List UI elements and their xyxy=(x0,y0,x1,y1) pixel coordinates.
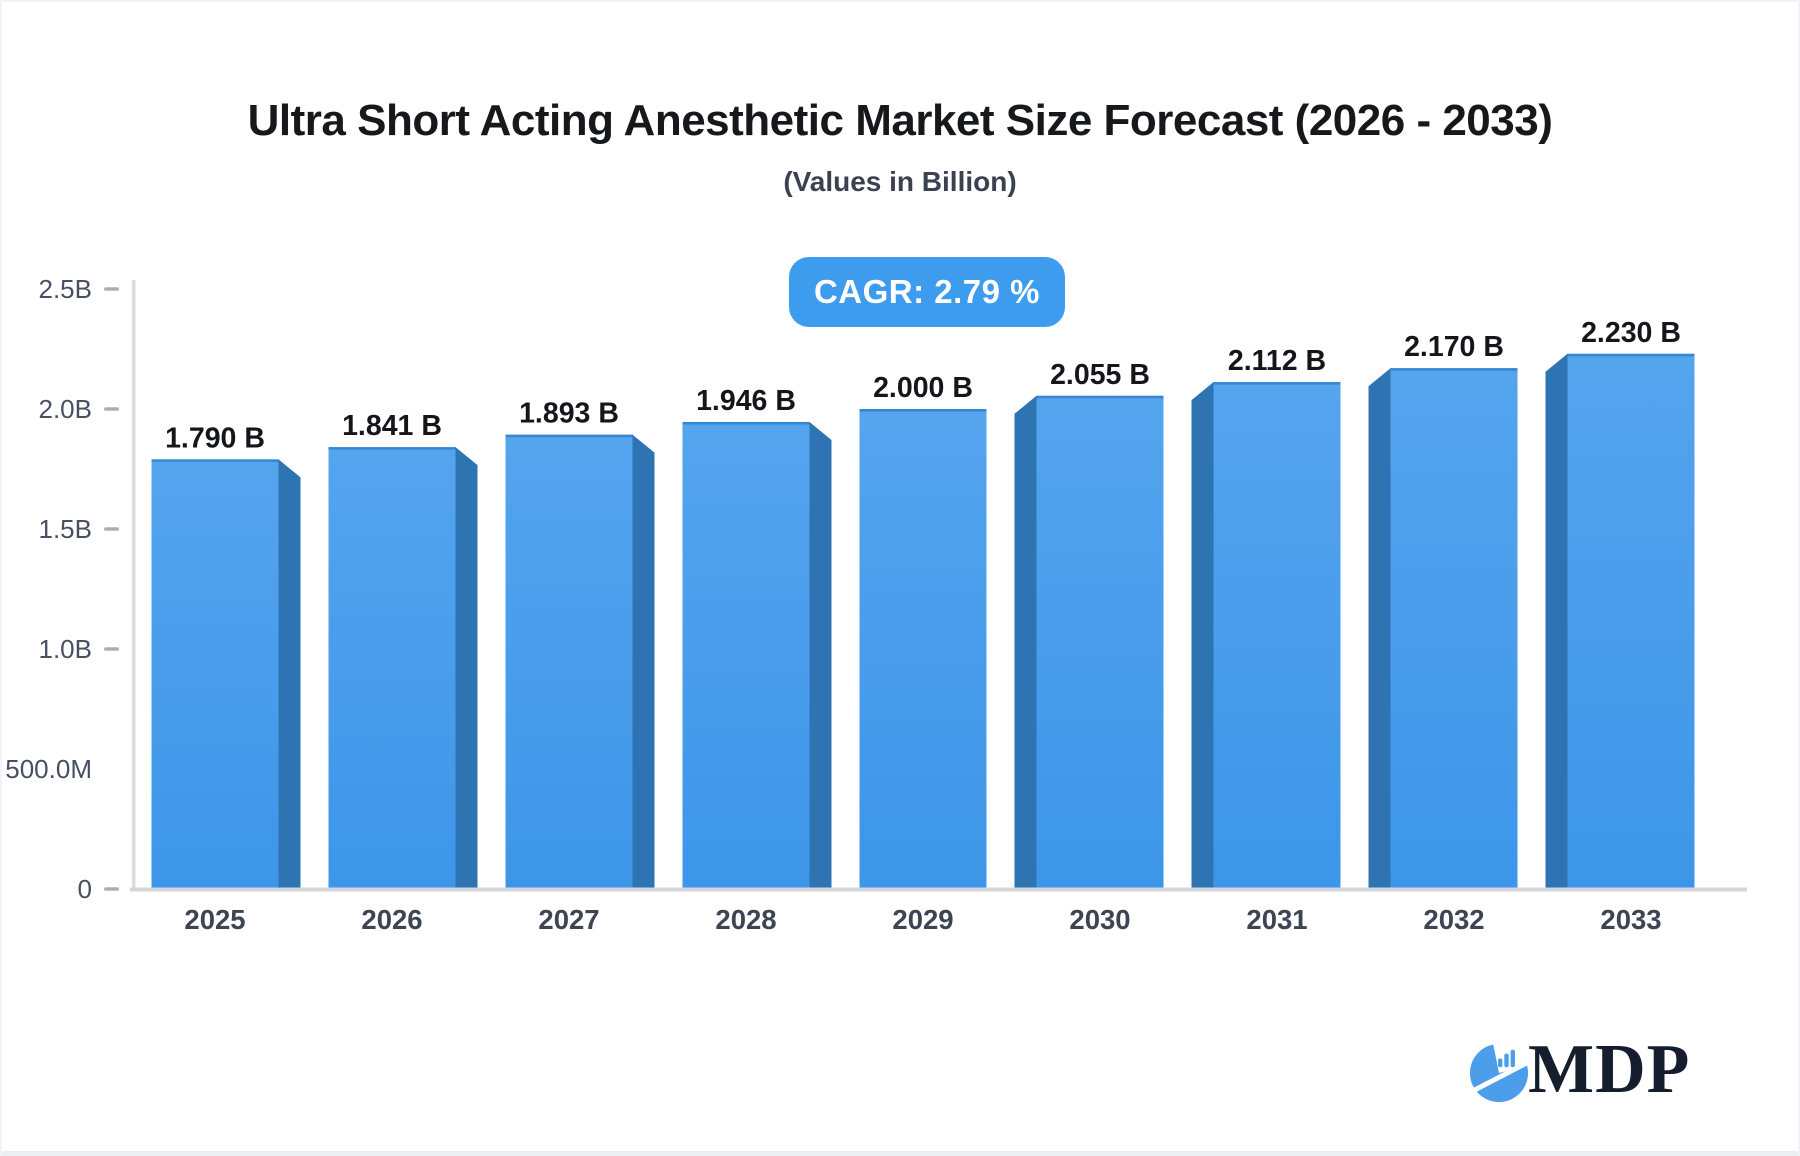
bar-top-edge xyxy=(328,447,456,450)
x-axis-label: 2029 xyxy=(892,904,953,935)
bar-value-label: 2.230 B xyxy=(1581,317,1681,349)
bar-side xyxy=(1368,368,1391,889)
bars: 1.790 B 1.841 B 1.893 B 1.946 B 2.000 B 2.055… xyxy=(151,317,1695,889)
bar-side xyxy=(632,434,655,889)
bar-2026: 1.841 B xyxy=(328,410,478,889)
cagr-badge: CAGR: 2.79 % xyxy=(789,257,1065,327)
pie-bar-chart-icon xyxy=(1469,1043,1529,1103)
y-axis-label: 2.0B xyxy=(39,394,93,424)
mdp-logo: MDP xyxy=(1468,1031,1691,1108)
bar-top-edge xyxy=(1213,382,1341,385)
x-axis-line xyxy=(130,887,1747,892)
y-axis-label: 0 xyxy=(78,874,92,904)
y-axis-line xyxy=(132,280,136,891)
bar-face xyxy=(505,434,633,889)
y-axis-label: 500.0M xyxy=(5,754,92,784)
y-axis: 2.5B 2.0B 1.5B 1.0B 500.0M 0 xyxy=(5,274,119,904)
bar-side xyxy=(809,421,832,889)
bar-top-edge xyxy=(151,459,279,462)
bar-top-edge xyxy=(1036,395,1164,399)
y-axis-label: 1.0B xyxy=(39,634,93,664)
x-axis-label: 2025 xyxy=(184,904,245,935)
y-tick-dash xyxy=(104,647,119,651)
bar-face xyxy=(1390,368,1518,889)
bar-value-label: 2.170 B xyxy=(1404,331,1504,363)
bar-side xyxy=(455,447,478,889)
bar-2029: 2.000 B xyxy=(859,372,987,889)
y-tick-dash xyxy=(104,527,119,531)
bar-2031: 2.112 B xyxy=(1191,345,1341,889)
x-axis-label: 2027 xyxy=(538,904,599,935)
mdp-logo-text: MDP xyxy=(1528,1031,1691,1108)
chart-title: Ultra Short Acting Anesthetic Market Siz… xyxy=(247,96,1553,145)
bar-2025: 1.790 B xyxy=(151,422,301,889)
chart-subtitle: (Values in Billion) xyxy=(783,166,1017,197)
x-axis-label: 2028 xyxy=(715,904,776,935)
bar-face xyxy=(1567,353,1695,889)
bar-face xyxy=(859,409,987,889)
bar-face xyxy=(328,447,456,889)
bar-top-edge xyxy=(682,421,810,425)
bar-value-label: 2.000 B xyxy=(873,372,973,404)
bar-top-edge xyxy=(1390,368,1518,371)
bar-value-label: 1.841 B xyxy=(342,410,442,442)
bar-2030: 2.055 B xyxy=(1014,359,1164,889)
bar-value-label: 2.055 B xyxy=(1050,359,1150,391)
y-axis-label: 1.5B xyxy=(39,514,93,544)
bar-value-label: 1.790 B xyxy=(165,422,265,454)
bar-face xyxy=(151,459,279,889)
y-tick-dash xyxy=(104,407,119,411)
x-axis-label: 2031 xyxy=(1246,904,1307,935)
bar-side xyxy=(1014,395,1037,889)
bar-2033: 2.230 B xyxy=(1545,317,1695,889)
bar-side xyxy=(1191,382,1214,889)
x-axis-label: 2032 xyxy=(1423,904,1484,935)
x-axis-label: 2033 xyxy=(1600,904,1661,935)
bar-face xyxy=(682,421,810,889)
x-axis-label: 2026 xyxy=(361,904,422,935)
bar-value-label: 1.946 B xyxy=(696,385,796,417)
bar-side xyxy=(278,459,301,889)
y-tick-dash xyxy=(104,887,119,891)
bar-2028: 1.946 B xyxy=(682,385,832,889)
x-axis: 2025 2026 2027 2028 2029 2030 2031 2032 2033 xyxy=(184,904,1661,935)
x-axis-label: 2030 xyxy=(1069,904,1130,935)
bar-value-label: 2.112 B xyxy=(1228,345,1326,377)
y-axis-label: 2.5B xyxy=(39,274,93,304)
y-tick-dash xyxy=(104,287,119,291)
bar-top-edge xyxy=(505,434,633,438)
bar-face xyxy=(1036,395,1164,889)
bar-top-edge xyxy=(1567,353,1695,357)
bar-side xyxy=(1545,353,1568,889)
bar-value-label: 1.893 B xyxy=(519,398,619,430)
cagr-badge-label: CAGR: 2.79 % xyxy=(813,273,1041,310)
bar-top-edge xyxy=(859,409,987,412)
bar-face xyxy=(1213,382,1341,889)
bar-2032: 2.170 B xyxy=(1368,331,1518,889)
bar-2027: 1.893 B xyxy=(505,398,655,889)
